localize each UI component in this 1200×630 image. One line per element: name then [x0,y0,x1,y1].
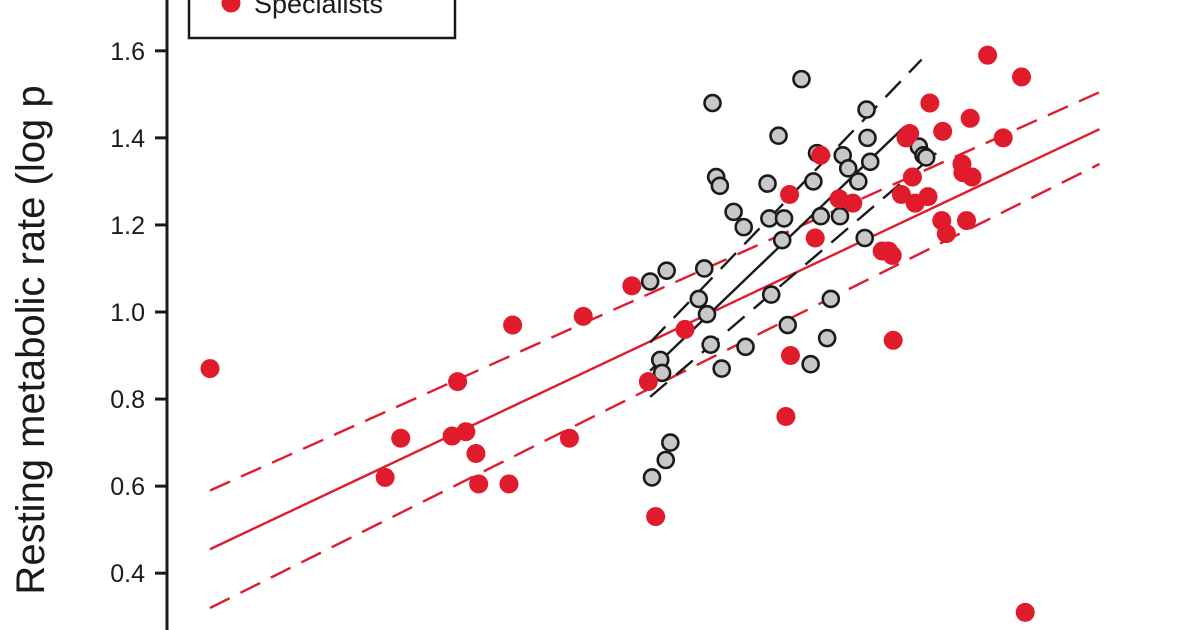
y-tick-label: 0.4 [110,560,145,588]
specialist-point [675,319,695,339]
generalist-point [778,315,798,335]
specialist-point [962,167,982,187]
generalist-point [774,209,794,228]
generalist-point [661,433,680,452]
legend-label-specialists: Specialists [254,0,383,19]
generalist-point [857,100,876,119]
generalists-ci-upper-line [649,58,923,344]
legend-marker-specialists [221,0,241,13]
generalist-point [761,285,781,304]
y-axis-ticks: 0.4 0.6 0.8 1.0 1.2 1.4 1.6 [110,38,167,588]
generalist-point [652,363,672,383]
specialist-point [882,245,902,265]
generalist-point [703,93,722,113]
specialist-point [646,507,666,527]
specialist-point [933,121,953,141]
specialist-point [456,422,476,442]
specialist-point [622,276,642,296]
specialist-point [920,93,940,113]
specialist-point [978,45,998,65]
specialist-point [1012,67,1032,87]
generalist-point [697,304,717,324]
generalist-point [701,335,720,354]
generalist-point [642,468,662,487]
generalist-point [830,206,850,226]
generalists-points [640,69,936,487]
specialists-ci-upper-line [209,91,1100,492]
specialist-point [499,474,519,494]
generalist-point [855,228,875,248]
specialist-point [573,306,593,326]
generalist-point [656,450,676,470]
specialist-point [993,128,1013,148]
generalist-point [769,126,788,146]
specialist-point [936,224,956,244]
generalist-point [804,172,823,191]
generalist-point [801,354,820,374]
specialist-point [902,167,922,187]
specialists-points [200,45,1035,622]
specialist-point [900,124,920,144]
generalist-point [860,152,880,172]
y-tick-label: 1.4 [110,125,145,153]
specialist-point [957,211,977,231]
generalist-point [849,172,868,191]
specialist-point [503,315,523,335]
generalist-point [838,159,858,178]
generalist-point [758,174,777,193]
specialist-point [883,330,903,350]
generalist-point [724,202,743,222]
generalist-point [792,69,811,89]
generalist-point [710,176,730,196]
generalist-point [916,148,936,167]
specialist-point [375,467,395,487]
y-axis-title: Resting metabolic rate (log p [9,85,53,594]
generalist-point [689,289,709,309]
y-tick-label: 0.6 [110,473,145,501]
specialist-point [805,228,825,248]
specialist-point [780,184,800,204]
generalist-point [817,328,837,348]
legend: Specialists [187,0,457,40]
generalist-point [736,337,755,357]
specialist-point [776,406,796,426]
specialist-point [811,145,831,165]
specialist-point [843,193,863,213]
specialist-point [391,428,411,448]
specialist-point [918,187,938,207]
specialist-point [1015,602,1035,622]
generalist-point [821,289,841,309]
y-tick-label: 1.2 [110,212,145,240]
generalist-point [734,217,753,237]
generalist-point [640,272,660,291]
specialist-point [200,359,220,379]
y-tick-label: 1.0 [110,299,145,327]
specialist-point [559,428,579,448]
specialist-point [466,443,486,463]
specialist-point [469,474,489,494]
generalist-point [811,206,831,226]
y-tick-label: 1.6 [110,38,145,66]
generalists-ci-lower-line [649,152,938,398]
specialist-point [448,372,468,392]
specialist-point [638,372,658,392]
y-tick-label: 0.8 [110,386,145,414]
generalist-point [772,230,792,250]
generalist-point [712,359,731,378]
generalist-point [694,259,714,278]
specialist-point [960,108,980,128]
generalist-point [657,261,676,280]
legend-box [187,0,457,40]
specialist-point [780,346,800,366]
specialist-point [891,184,911,204]
generalist-point [858,128,877,148]
